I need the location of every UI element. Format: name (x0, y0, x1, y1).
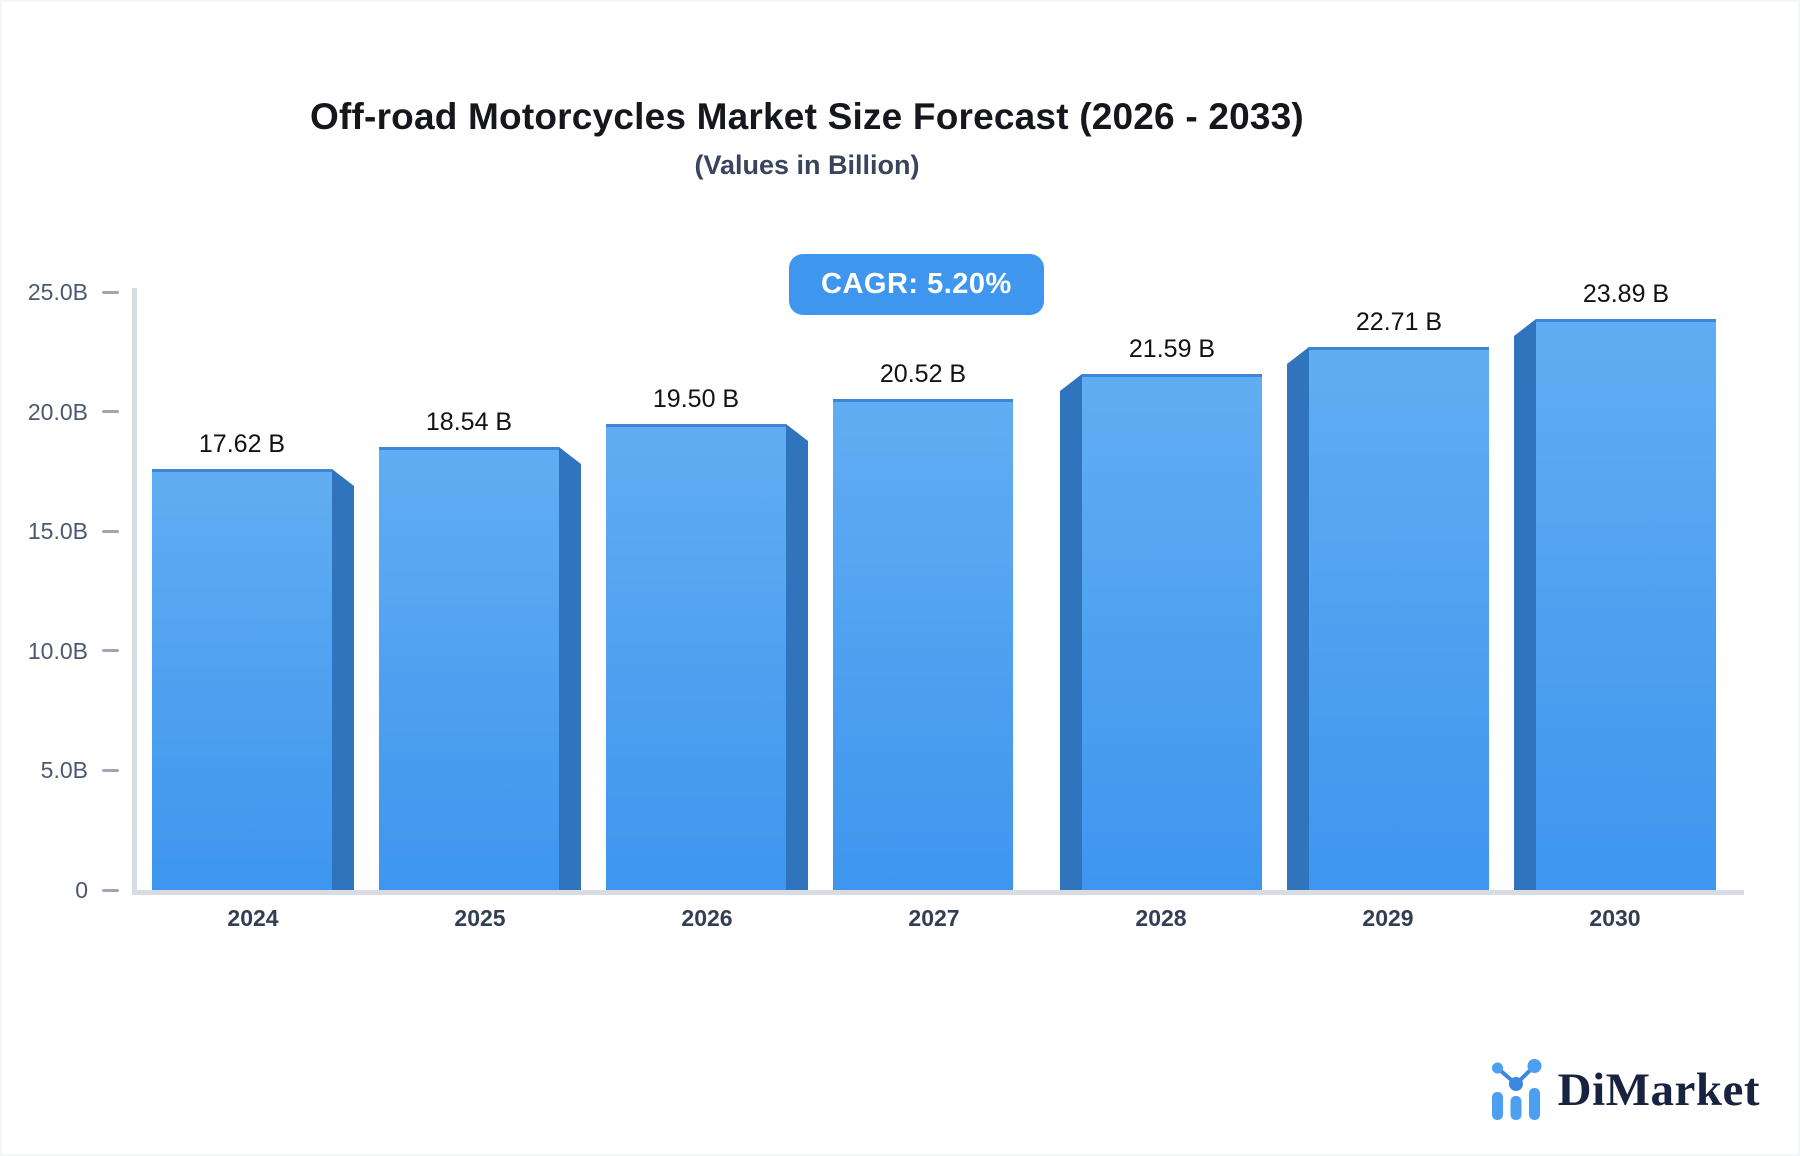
bar-group: 22.71 B (1287, 292, 1489, 890)
y-axis-tick-mark (102, 410, 119, 414)
brand-name: DiMarket (1557, 1064, 1760, 1116)
chart-bar-side-3d (559, 447, 581, 890)
chart-bar-side-3d (1287, 347, 1309, 890)
bar-value-label: 22.71 B (1355, 308, 1443, 336)
chart-bar[interactable] (606, 424, 786, 890)
bar-value-label: 18.54 B (425, 408, 513, 436)
x-axis-line (132, 890, 1744, 895)
chart-bar-side-3d (1060, 374, 1082, 890)
y-axis-tick-mark (102, 290, 119, 294)
y-axis-line (132, 288, 137, 892)
chart-bar[interactable] (833, 399, 1013, 890)
chart-bar[interactable] (1309, 347, 1489, 890)
chart-bar[interactable] (1082, 374, 1262, 890)
y-axis-tick-label: 5.0B (40, 757, 88, 784)
bar-value-label: 19.50 B (652, 385, 740, 413)
y-axis-tick-mark (102, 529, 119, 533)
chart-bar-side-3d (332, 469, 354, 890)
x-axis-label: 2024 (227, 905, 279, 931)
bar-group: 19.50 B (606, 292, 808, 890)
y-axis-tick-label: 0 (75, 877, 88, 903)
x-axis-label: 2028 (1135, 905, 1187, 931)
brand-logo: DiMarket (1488, 1058, 1760, 1122)
x-axis-label: 2026 (681, 905, 733, 931)
chart-bar[interactable] (152, 469, 332, 890)
x-axis-label: 2025 (454, 905, 506, 931)
chart-bar[interactable] (1536, 319, 1716, 890)
chart-bar-side-3d (786, 424, 808, 890)
x-axis-label: 2029 (1362, 905, 1414, 931)
y-axis-tick-label: 10.0B (27, 637, 88, 664)
bar-group: 23.89 B (1514, 280, 1716, 890)
x-axis-label: 2027 (908, 905, 960, 931)
bar-value-label: 20.52 B (879, 360, 967, 388)
y-axis-tick-label: 15.0B (27, 518, 88, 545)
chart-subtitle: (Values in Billion) (694, 150, 920, 180)
bar-group: 18.54 B (379, 292, 581, 890)
bar-group: 20.52 B (833, 292, 1035, 890)
y-axis-tick-mark (102, 768, 119, 772)
y-axis-tick-mark (102, 649, 119, 653)
y-axis-tick-label: 20.0B (27, 398, 88, 425)
plot-area: 17.62 B 18.54 B 19.50 B 20.52 B 21.59 B 22.71… (152, 280, 1752, 890)
y-axis-tick-mark (102, 888, 119, 892)
bar-group: 17.62 B (152, 292, 354, 890)
chart-bar[interactable] (379, 447, 559, 890)
cagr-badge-label: CAGR: 5.20% (821, 268, 1012, 300)
page-title: Off-road Motorcycles Market Size Forecas… (310, 96, 1304, 137)
cagr-badge: CAGR: 5.20% (789, 254, 1044, 315)
x-axis-label: 2030 (1589, 905, 1641, 931)
bar-group: 21.59 B (1060, 292, 1262, 890)
y-axis-tick-label: 25.0B (27, 279, 88, 305)
bar-value-label: 23.89 B (1582, 280, 1670, 308)
bar-value-label: 17.62 B (198, 430, 286, 458)
bar-chart-logo-icon (1488, 1058, 1544, 1122)
chart-bar-side-3d (1514, 319, 1536, 890)
bar-value-label: 21.59 B (1128, 335, 1216, 363)
